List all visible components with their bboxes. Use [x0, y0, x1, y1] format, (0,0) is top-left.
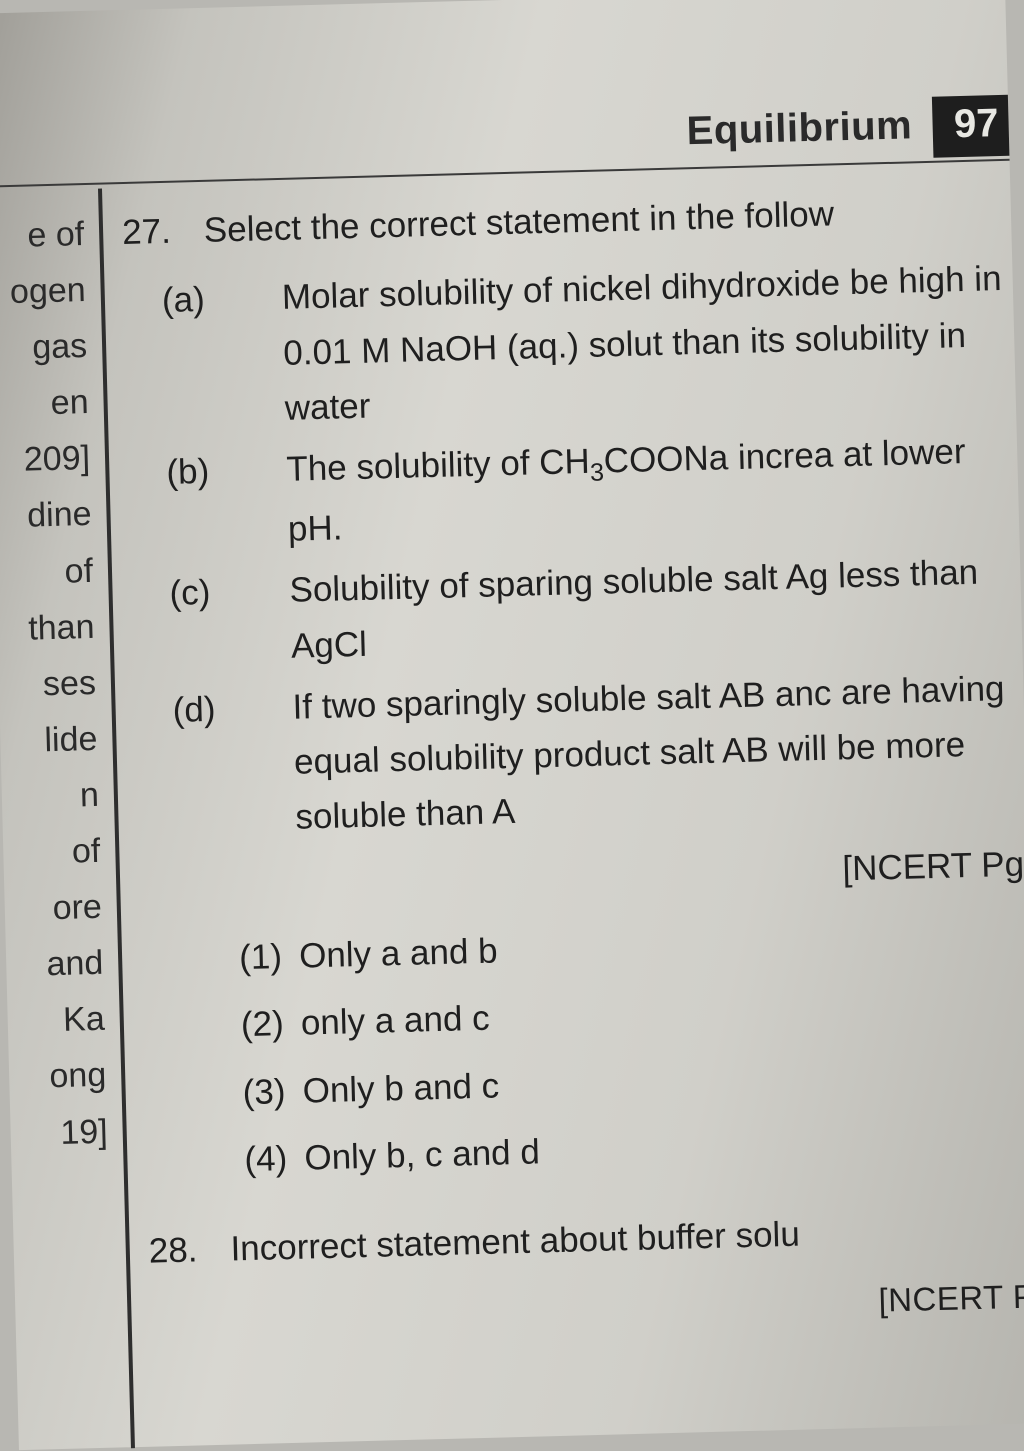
question-number: 28. [148, 1222, 221, 1279]
margin-frag: 19] [10, 1103, 108, 1162]
option-text: Molar solubility of nickel dihydroxide b… [281, 259, 1002, 427]
question-28: 28. Incorrect statement about buffer sol… [148, 1201, 1024, 1346]
option-d: (d)If two sparingly soluble salt AB anc … [232, 661, 1024, 848]
option-a: (a)Molar solubility of nickel dihydroxid… [221, 251, 1016, 438]
choice-label: (4) [244, 1131, 305, 1188]
choice-2: (2)only a and c [240, 977, 1024, 1053]
margin-frag: lide [0, 711, 98, 770]
question-content: 27. Select the correct statement in the … [121, 182, 1024, 1346]
choice-label: (1) [238, 929, 299, 986]
margin-frag: of [0, 542, 94, 601]
margin-frag: ogen [0, 262, 86, 321]
page-number: 97 [931, 95, 1009, 158]
margin-frag: of [3, 823, 101, 882]
page-header: Equilibrium 97 [666, 95, 1009, 165]
margin-frag: Ka [7, 991, 105, 1050]
option-b: (b)The solubility of CH3COONa increa at … [226, 423, 1020, 559]
option-c: (c)Solubility of sparing soluble salt Ag… [229, 544, 1023, 675]
subscript: 3 [590, 459, 605, 487]
margin-frag: ong [8, 1047, 106, 1106]
header-rule [0, 159, 1010, 188]
question-stem: Incorrect statement about buffer solu [230, 1215, 800, 1269]
choice-text: Only b, c and d [304, 1132, 540, 1177]
choice-label: (2) [240, 996, 301, 1053]
choice-3: (3)Only b and c [242, 1044, 1024, 1120]
question-number: 27. [121, 203, 194, 260]
reference-tag: [NCERT Pg [139, 836, 1024, 915]
margin-frag: gas [0, 318, 88, 377]
margin-frag: and [6, 935, 104, 994]
choice-label: (3) [242, 1063, 303, 1120]
reference-tag: [NCERT P [150, 1270, 1024, 1345]
question-27: 27. Select the correct statement in the … [121, 182, 1024, 1190]
statement-options: (a)Molar solubility of nickel dihydroxid… [123, 251, 1024, 850]
margin-frag: en [0, 374, 89, 433]
margin-frag: e of [0, 206, 85, 265]
choice-text: only a and c [300, 999, 490, 1043]
margin-frag: 209] [0, 430, 91, 489]
margin-frag: dine [0, 486, 92, 545]
margin-frag: ses [0, 655, 97, 714]
choice-text: Only b and c [302, 1066, 499, 1110]
answer-choices: (1)Only a and b (2)only a and c (3)Only … [140, 910, 1024, 1190]
option-text-pre: The solubility of CH [286, 442, 590, 489]
option-label: (b) [226, 442, 287, 499]
choice-4: (4)Only b, c and d [244, 1111, 1024, 1187]
choice-text: Only a and b [299, 932, 498, 976]
option-label: (a) [221, 270, 282, 327]
option-text: If two sparingly soluble salt AB anc are… [292, 669, 1005, 837]
chapter-title: Equilibrium [666, 97, 933, 165]
option-label: (d) [232, 680, 293, 737]
question-stem: Select the correct statement in the foll… [203, 194, 834, 249]
margin-frag: n [1, 767, 99, 826]
page-scan: Equilibrium 97 e of ogen gas en 209] din… [0, 0, 1024, 1450]
option-text: Solubility of sparing soluble salt Ag le… [289, 553, 979, 665]
option-label: (c) [229, 563, 290, 620]
margin-frag: ore [4, 879, 102, 938]
left-margin-cut-text: e of ogen gas en 209] dine of than ses l… [0, 206, 116, 1162]
margin-frag: than [0, 599, 95, 658]
choice-1: (1)Only a and b [238, 910, 1024, 986]
